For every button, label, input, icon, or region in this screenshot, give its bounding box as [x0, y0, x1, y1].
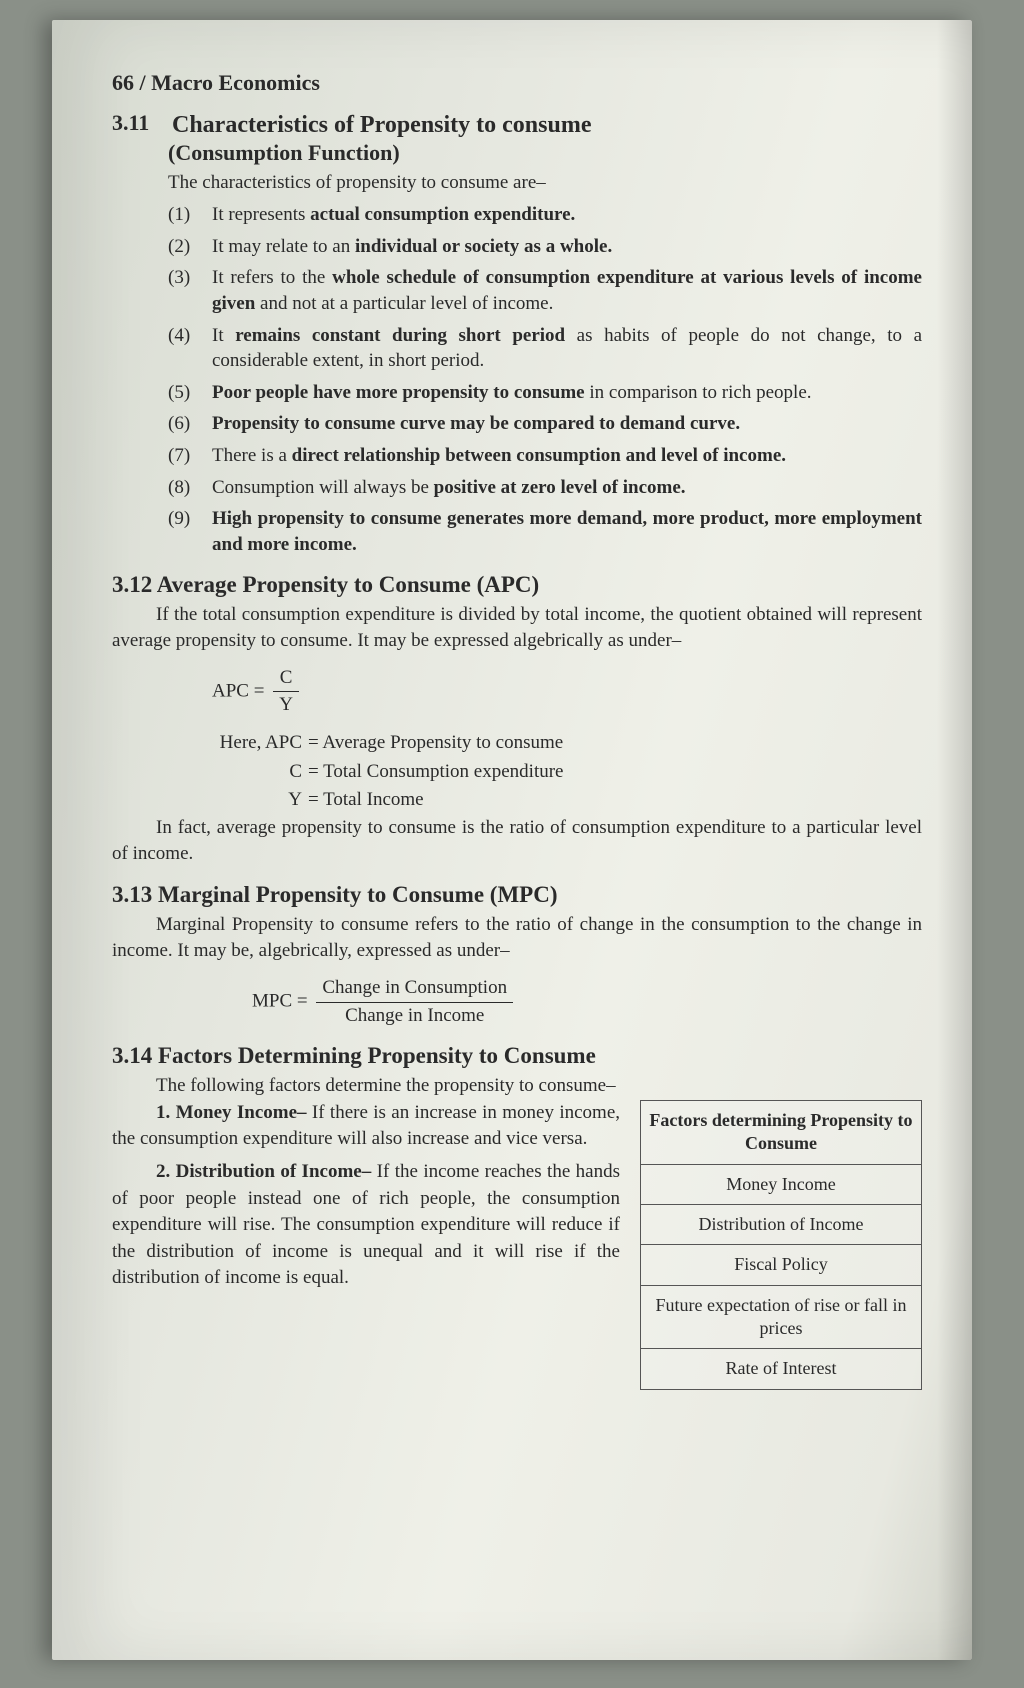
- factor-1: 1. Money Income– If there is an increase…: [112, 1100, 620, 1153]
- list-item: (4)It remains constant during short peri…: [168, 323, 922, 374]
- factor-2: 2. Distribution of Income– If the income…: [112, 1159, 620, 1292]
- item-number: (4): [168, 323, 190, 349]
- bold-text: positive at zero level of income.: [434, 477, 686, 498]
- item-number: (5): [168, 380, 190, 406]
- def-symbol: Y: [172, 786, 308, 815]
- bold-text: High propensity to consume generates mor…: [212, 508, 922, 555]
- factors-box-row: Money Income: [641, 1165, 921, 1205]
- bold-text: individual or society as a whole.: [355, 236, 612, 257]
- numerator: C: [273, 665, 299, 693]
- factors-box-head: Factors determining Propensity to Consum…: [641, 1101, 921, 1165]
- denominator: Y: [273, 692, 299, 719]
- fraction: Change in Consumption Change in Income: [316, 975, 513, 1029]
- section-subtitle: (Consumption Function): [168, 140, 922, 166]
- list-item: (7)There is a direct relationship betwee…: [168, 443, 922, 469]
- numerator: Change in Consumption: [316, 975, 513, 1003]
- bold-text: direct relationship between consumption …: [292, 445, 786, 466]
- characteristics-list: (1)It represents actual consumption expe…: [168, 202, 922, 558]
- def-meaning: = Total Consumption expenditure: [308, 761, 563, 782]
- def-symbol: C: [172, 758, 308, 787]
- factors-text: 1. Money Income– If there is an increase…: [112, 1100, 620, 1292]
- definition-row: Y = Total Income: [172, 786, 922, 815]
- list-item: (6) Propensity to consume curve may be co…: [168, 411, 922, 437]
- paragraph: If the total consumption expenditure is …: [112, 602, 922, 655]
- factors-box-row: Rate of Interest: [641, 1349, 921, 1388]
- list-item: (5) Poor people have more propensity to c…: [168, 380, 922, 406]
- def-symbol: Here, APC: [172, 729, 308, 758]
- list-item: (1)It represents actual consumption expe…: [168, 202, 922, 228]
- section-title: Characteristics of Propensity to consume: [172, 110, 591, 140]
- denominator: Change in Income: [316, 1003, 513, 1030]
- factor-label: 2. Distribution of Income–: [156, 1161, 371, 1182]
- factors-box-row: Future expectation of rise or fall in pr…: [641, 1286, 921, 1350]
- section-lead: The following factors determine the prop…: [156, 1073, 922, 1100]
- bold-text: Poor people have more propensity to cons…: [212, 382, 585, 403]
- list-item: (3)It refers to the whole schedule of co…: [168, 265, 922, 316]
- section-title: 3.13 Marginal Propensity to Consume (MPC…: [112, 882, 922, 908]
- bold-text: whole schedule of consumption expenditur…: [212, 267, 922, 314]
- paragraph: In fact, average propensity to consume i…: [112, 815, 922, 868]
- definitions: Here, APC = Average Propensity to consum…: [172, 729, 922, 815]
- page-header: 66 / Macro Economics: [112, 70, 922, 96]
- def-meaning: = Total Income: [308, 789, 424, 810]
- paragraph: Marginal Propensity to consume refers to…: [112, 912, 922, 965]
- fraction: C Y: [273, 665, 299, 719]
- factors-layout: 1. Money Income– If there is an increase…: [112, 1100, 922, 1390]
- item-number: (8): [168, 475, 190, 501]
- bold-text: actual consumption expenditure.: [310, 204, 575, 225]
- factors-box-row: Fiscal Policy: [641, 1245, 921, 1285]
- item-number: (1): [168, 202, 190, 228]
- mpc-formula: MPC = Change in Consumption Change in In…: [252, 975, 922, 1029]
- section-number: 3.11: [112, 110, 168, 136]
- list-item: (2)It may relate to an individual or soc…: [168, 234, 922, 260]
- textbook-page: 66 / Macro Economics 3.11 Characteristic…: [52, 20, 972, 1660]
- section-title: 3.12 Average Propensity to Consume (APC): [112, 572, 922, 598]
- list-item: (8)Consumption will always be positive a…: [168, 475, 922, 501]
- factors-box: Factors determining Propensity to Consum…: [640, 1100, 922, 1390]
- definition-row: Here, APC = Average Propensity to consum…: [172, 729, 922, 758]
- section-3-13: 3.13 Marginal Propensity to Consume (MPC…: [112, 882, 922, 1029]
- def-meaning: = Average Propensity to consume: [308, 732, 563, 753]
- item-number: (9): [168, 506, 190, 532]
- section-3-14: 3.14 Factors Determining Propensity to C…: [112, 1043, 922, 1390]
- bold-text: Propensity to consume curve may be compa…: [212, 413, 740, 434]
- factors-box-row: Distribution of Income: [641, 1205, 921, 1245]
- section-title: 3.14 Factors Determining Propensity to C…: [112, 1043, 922, 1069]
- section-lead: The characteristics of propensity to con…: [168, 172, 922, 194]
- factor-label: 1. Money Income–: [156, 1102, 307, 1123]
- formula-lhs: MPC =: [252, 990, 308, 1011]
- apc-formula: APC = C Y: [212, 665, 922, 719]
- item-number: (3): [168, 265, 190, 291]
- item-number: (7): [168, 443, 190, 469]
- formula-lhs: APC =: [212, 680, 264, 701]
- item-number: (2): [168, 234, 190, 260]
- bold-text: remains constant during short period: [235, 325, 565, 346]
- definition-row: C = Total Consumption expenditure: [172, 758, 922, 787]
- item-number: (6): [168, 411, 190, 437]
- section-3-11: 3.11 Characteristics of Propensity to co…: [112, 110, 922, 558]
- section-3-12: 3.12 Average Propensity to Consume (APC)…: [112, 572, 922, 868]
- list-item: (9) High propensity to consume generates …: [168, 506, 922, 557]
